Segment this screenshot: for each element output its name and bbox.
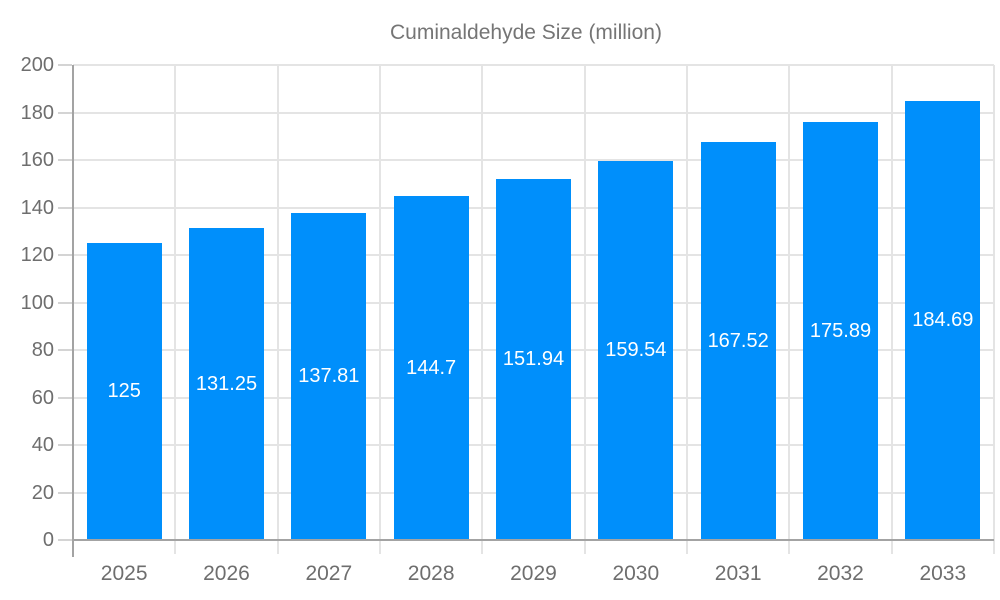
x-axis-label-2032: 2032 bbox=[817, 562, 864, 585]
y-tick bbox=[58, 159, 72, 161]
y-axis-label: 180 bbox=[20, 101, 54, 124]
x-axis-label-2025: 2025 bbox=[100, 562, 148, 585]
y-axis-label: 100 bbox=[20, 291, 54, 314]
bar-2032[interactable]: 175.89 bbox=[803, 122, 878, 540]
bar-2030[interactable]: 159.54 bbox=[598, 161, 674, 540]
bar-value-label: 175.89 bbox=[809, 319, 872, 342]
y-tick bbox=[58, 206, 72, 209]
v-gridline bbox=[788, 65, 791, 554]
y-tick bbox=[58, 64, 72, 66]
y-axis-label: 120 bbox=[20, 244, 54, 266]
bar-2028[interactable]: 144.7 bbox=[393, 196, 469, 540]
h-gridline bbox=[73, 64, 994, 66]
v-gridline bbox=[583, 65, 586, 554]
y-axis-label: 60 bbox=[31, 386, 54, 409]
y-tick bbox=[58, 349, 72, 351]
x-axis-label-2030: 2030 bbox=[612, 562, 660, 585]
y-tick bbox=[58, 491, 72, 494]
y-axis-label: 80 bbox=[31, 339, 54, 361]
y-axis-label: 40 bbox=[31, 434, 54, 456]
y-axis-label: 20 bbox=[31, 481, 54, 504]
legend-swatch bbox=[292, 23, 372, 43]
bar-value-label: 184.69 bbox=[912, 309, 974, 332]
x-axis-label-2026: 2026 bbox=[203, 562, 250, 585]
bar-value-label: 137.81 bbox=[298, 364, 360, 387]
y-axis-label: 0 bbox=[42, 529, 54, 551]
y-axis-label: 200 bbox=[20, 54, 54, 76]
v-gridline bbox=[276, 65, 279, 554]
bar-value-label: 151.94 bbox=[502, 348, 565, 371]
bar-2031[interactable]: 167.52 bbox=[700, 142, 776, 540]
v-gridline bbox=[686, 65, 688, 554]
bar-value-label: 159.54 bbox=[605, 339, 667, 362]
y-axis-label: 140 bbox=[20, 196, 54, 219]
v-gridline bbox=[890, 65, 893, 554]
bar-2027[interactable]: 137.81 bbox=[291, 212, 367, 540]
y-axis-label: 160 bbox=[20, 149, 54, 171]
bar-2029[interactable]: 151.94 bbox=[496, 179, 571, 540]
legend[interactable]: Cuminaldehyde Size (million) bbox=[292, 21, 662, 45]
h-gridline bbox=[73, 111, 994, 114]
bar-2033[interactable]: 184.69 bbox=[905, 101, 981, 540]
y-tick bbox=[58, 539, 72, 541]
bar-value-label: 167.52 bbox=[707, 329, 769, 352]
bar-value-label: 125 bbox=[107, 380, 141, 403]
v-gridline bbox=[174, 65, 177, 554]
v-gridline bbox=[481, 65, 484, 554]
v-gridline bbox=[379, 65, 381, 554]
bar-value-label: 144.7 bbox=[406, 356, 457, 379]
y-tick bbox=[58, 301, 72, 304]
bar-value-label: 131.25 bbox=[195, 372, 258, 395]
legend-label: Cuminaldehyde Size (million) bbox=[390, 21, 662, 44]
y-tick bbox=[58, 444, 72, 446]
y-axis-line bbox=[72, 65, 74, 557]
x-axis-label-2027: 2027 bbox=[305, 562, 353, 585]
v-gridline bbox=[993, 65, 995, 554]
x-axis-line bbox=[73, 539, 994, 541]
x-axis-label-2029: 2029 bbox=[510, 562, 557, 585]
x-axis-label-2031: 2031 bbox=[714, 562, 762, 585]
bar-2026[interactable]: 131.25 bbox=[189, 228, 264, 540]
y-tick bbox=[58, 111, 72, 114]
x-axis-label-2028: 2028 bbox=[407, 562, 455, 585]
bar-2025[interactable]: 125 bbox=[86, 243, 162, 540]
h-gridline bbox=[73, 159, 994, 161]
y-tick bbox=[58, 396, 72, 399]
x-axis-label-2033: 2033 bbox=[919, 562, 967, 585]
y-tick bbox=[58, 254, 72, 256]
